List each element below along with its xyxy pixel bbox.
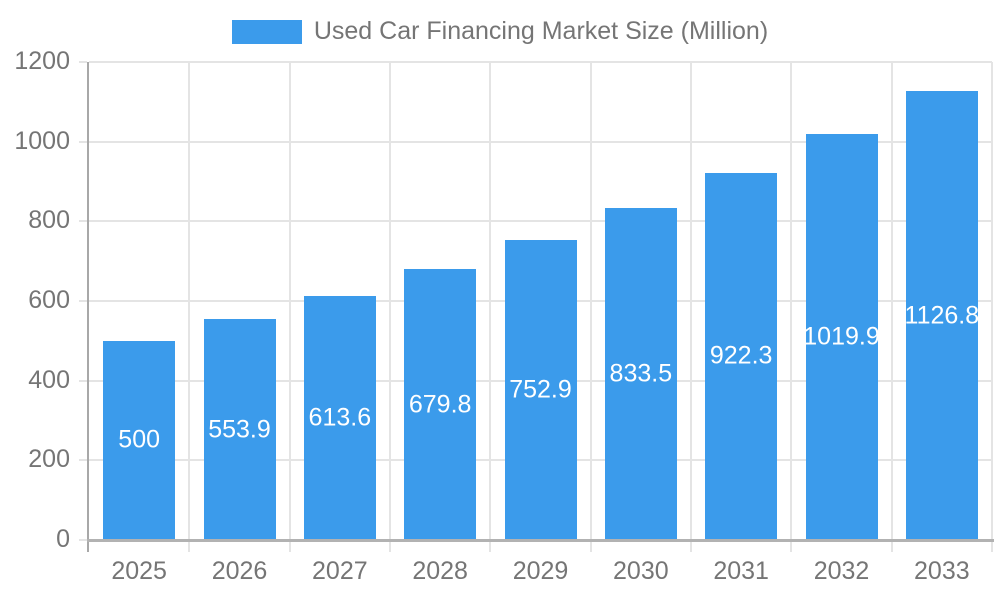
y-tick-label-600: 600 (28, 285, 70, 314)
y-axis-line (87, 62, 89, 552)
x-gridline-9 (991, 62, 993, 552)
y-axis-tick-400 (79, 379, 87, 382)
bar-2031[interactable]: 922.3 (705, 172, 778, 540)
x-gridline-6 (690, 62, 692, 552)
x-tick-label-2033: 2033 (914, 557, 970, 585)
bar-value-label-2025: 500 (118, 425, 161, 454)
y-axis-tick-800 (79, 220, 87, 223)
x-axis-line (87, 539, 994, 542)
bar-value-label-2029: 752.9 (509, 375, 572, 404)
x-gridline-1 (188, 62, 191, 552)
bar-value-label-2027: 613.6 (308, 403, 372, 432)
y-gridline-800 (89, 220, 992, 223)
bar-2025[interactable]: 500 (103, 340, 176, 540)
x-tick-label-2032: 2032 (813, 557, 870, 585)
y-axis-tick-600 (79, 300, 87, 302)
legend-label: Used Car Financing Market Size (Million) (313, 17, 769, 45)
bar-value-label-2032: 1019.9 (803, 322, 880, 351)
x-tick-label-2027: 2027 (312, 557, 368, 585)
bar-value-label-2033: 1126.8 (904, 301, 980, 330)
bar-2026[interactable]: 553.9 (203, 319, 276, 540)
y-tick-label-800: 800 (28, 206, 70, 235)
x-tick-label-2028: 2028 (412, 557, 468, 585)
x-tick-label-2030: 2030 (613, 557, 669, 585)
x-gridline-4 (489, 62, 492, 552)
plot-area: 0 200 400 600 800 1000 1200 500 553.9 613.6 679.8 7… (14, 47, 994, 585)
x-tick-label-2025: 2025 (111, 557, 167, 585)
bar-2032[interactable]: 1019.9 (803, 133, 880, 540)
bar-2027[interactable]: 613.6 (303, 295, 376, 540)
legend-item[interactable]: Used Car Financing Market Size (Million) (0, 17, 1000, 46)
bar-2029[interactable]: 752.9 (504, 240, 577, 540)
y-axis-tick-0 (79, 539, 87, 541)
y-axis-tick-1200 (79, 61, 87, 63)
x-gridline-2 (288, 62, 291, 552)
x-gridline-8 (890, 62, 893, 552)
x-gridline-5 (589, 62, 592, 552)
x-gridline-7 (790, 62, 793, 552)
x-tick-label-2026: 2026 (211, 557, 268, 585)
bar-value-label-2026: 553.9 (208, 415, 271, 444)
y-tick-label-1000: 1000 (14, 126, 70, 155)
bar-value-label-2030: 833.5 (609, 359, 673, 388)
y-axis-tick-1000 (79, 140, 87, 143)
y-axis-tick-200 (79, 459, 87, 462)
y-tick-label-400: 400 (28, 365, 70, 394)
bar-2028[interactable]: 679.8 (404, 269, 477, 540)
bar-2030[interactable]: 833.5 (604, 207, 677, 540)
x-gridline-3 (389, 62, 391, 552)
x-tick-label-2029: 2029 (512, 557, 569, 585)
x-tick-label-2031: 2031 (713, 557, 769, 585)
y-tick-label-0: 0 (56, 524, 70, 553)
bar-2033[interactable]: 1126.8 (904, 91, 980, 540)
legend-swatch (231, 19, 302, 44)
bar-value-label-2028: 679.8 (408, 390, 472, 419)
y-tick-label-1200: 1200 (14, 46, 70, 75)
y-gridline-1200 (89, 61, 992, 63)
bar-value-label-2031: 922.3 (709, 341, 773, 370)
y-gridline-1000 (89, 140, 992, 143)
y-tick-label-200: 200 (28, 445, 70, 474)
